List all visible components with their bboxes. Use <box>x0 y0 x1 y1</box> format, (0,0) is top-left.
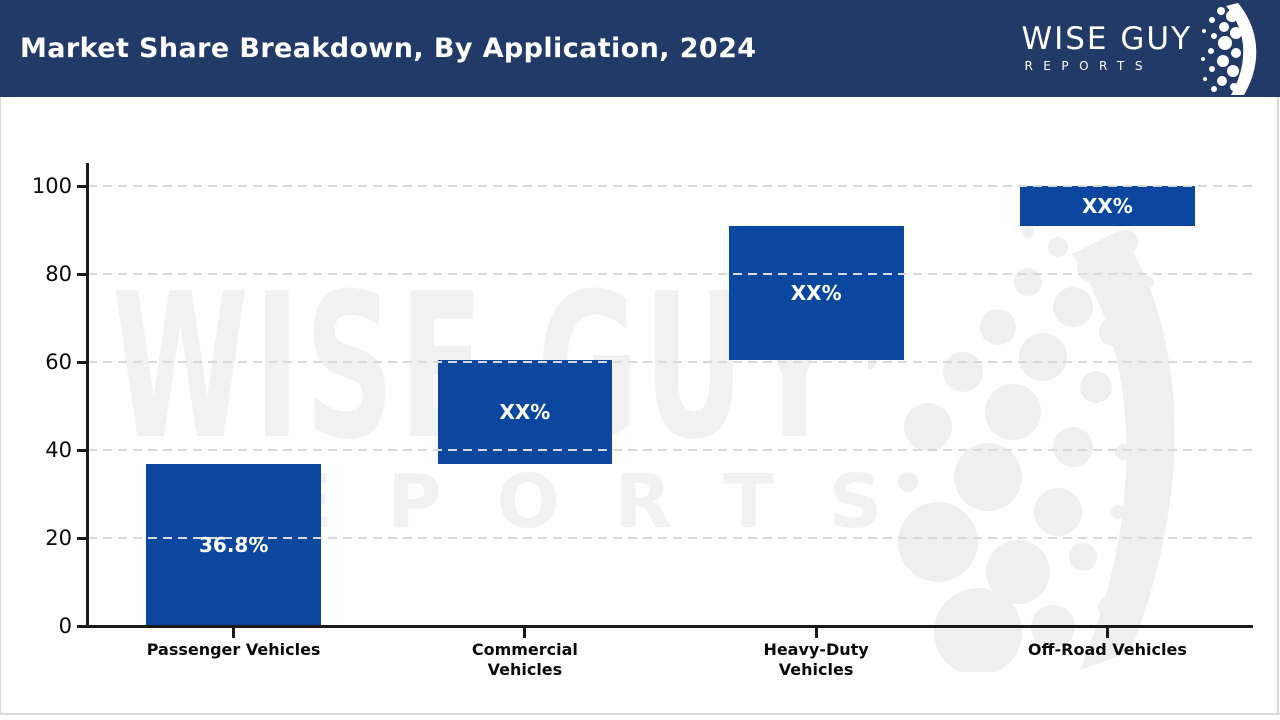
gridline <box>88 273 1253 275</box>
x-tick-mark <box>523 628 527 638</box>
right-border <box>1277 97 1279 715</box>
y-tick-mark <box>77 360 87 364</box>
category-label: Off-Road Vehicles <box>1027 640 1187 659</box>
gridline <box>88 185 1253 187</box>
brand-name: WISE GUY <box>1021 21 1192 57</box>
x-tick-mark <box>1105 628 1109 638</box>
brand-logo: WISE GUY REPORTS <box>1021 1 1270 97</box>
y-tick-label: 40 <box>45 438 72 462</box>
y-tick-mark <box>77 184 87 188</box>
y-tick-label: 100 <box>31 174 72 198</box>
bar-value-label: XX% <box>790 280 842 305</box>
y-axis-line <box>86 163 89 628</box>
gridline <box>88 537 1253 539</box>
category-label: Passenger Vehicles <box>146 640 321 659</box>
bar-segment <box>146 464 322 626</box>
gridline <box>88 449 1253 451</box>
brand-subtitle: REPORTS <box>1024 59 1153 73</box>
bottom-border <box>0 713 1280 715</box>
y-tick-label: 80 <box>45 262 72 286</box>
y-tick-label: 60 <box>45 350 72 374</box>
y-tick-mark <box>77 536 87 540</box>
header: Market Share Breakdown, By Application, … <box>0 0 1280 97</box>
x-tick-mark <box>232 628 236 638</box>
x-tick-mark <box>814 628 818 638</box>
y-tick-mark <box>77 448 87 452</box>
bar-value-label: XX% <box>1081 193 1133 218</box>
x-axis-line <box>86 625 1253 628</box>
logo-head-icon <box>1201 2 1257 95</box>
bar-segment <box>1020 186 1195 226</box>
bar-value-label: XX% <box>499 399 551 424</box>
y-tick-label: 0 <box>58 614 72 638</box>
page-title: Market Share Breakdown, By Application, … <box>20 33 757 64</box>
bar-value-label: 36.8% <box>199 533 269 557</box>
category-label: Commercial Vehicles <box>471 640 578 679</box>
bar-segment <box>437 359 613 465</box>
category-label: Heavy-Duty Vehicles <box>763 640 869 679</box>
gridline <box>88 361 1253 363</box>
bar-segment <box>728 225 904 360</box>
y-tick-mark <box>77 624 87 628</box>
y-tick-label: 20 <box>45 526 72 550</box>
y-tick-mark <box>77 272 87 276</box>
left-border <box>0 97 1 715</box>
